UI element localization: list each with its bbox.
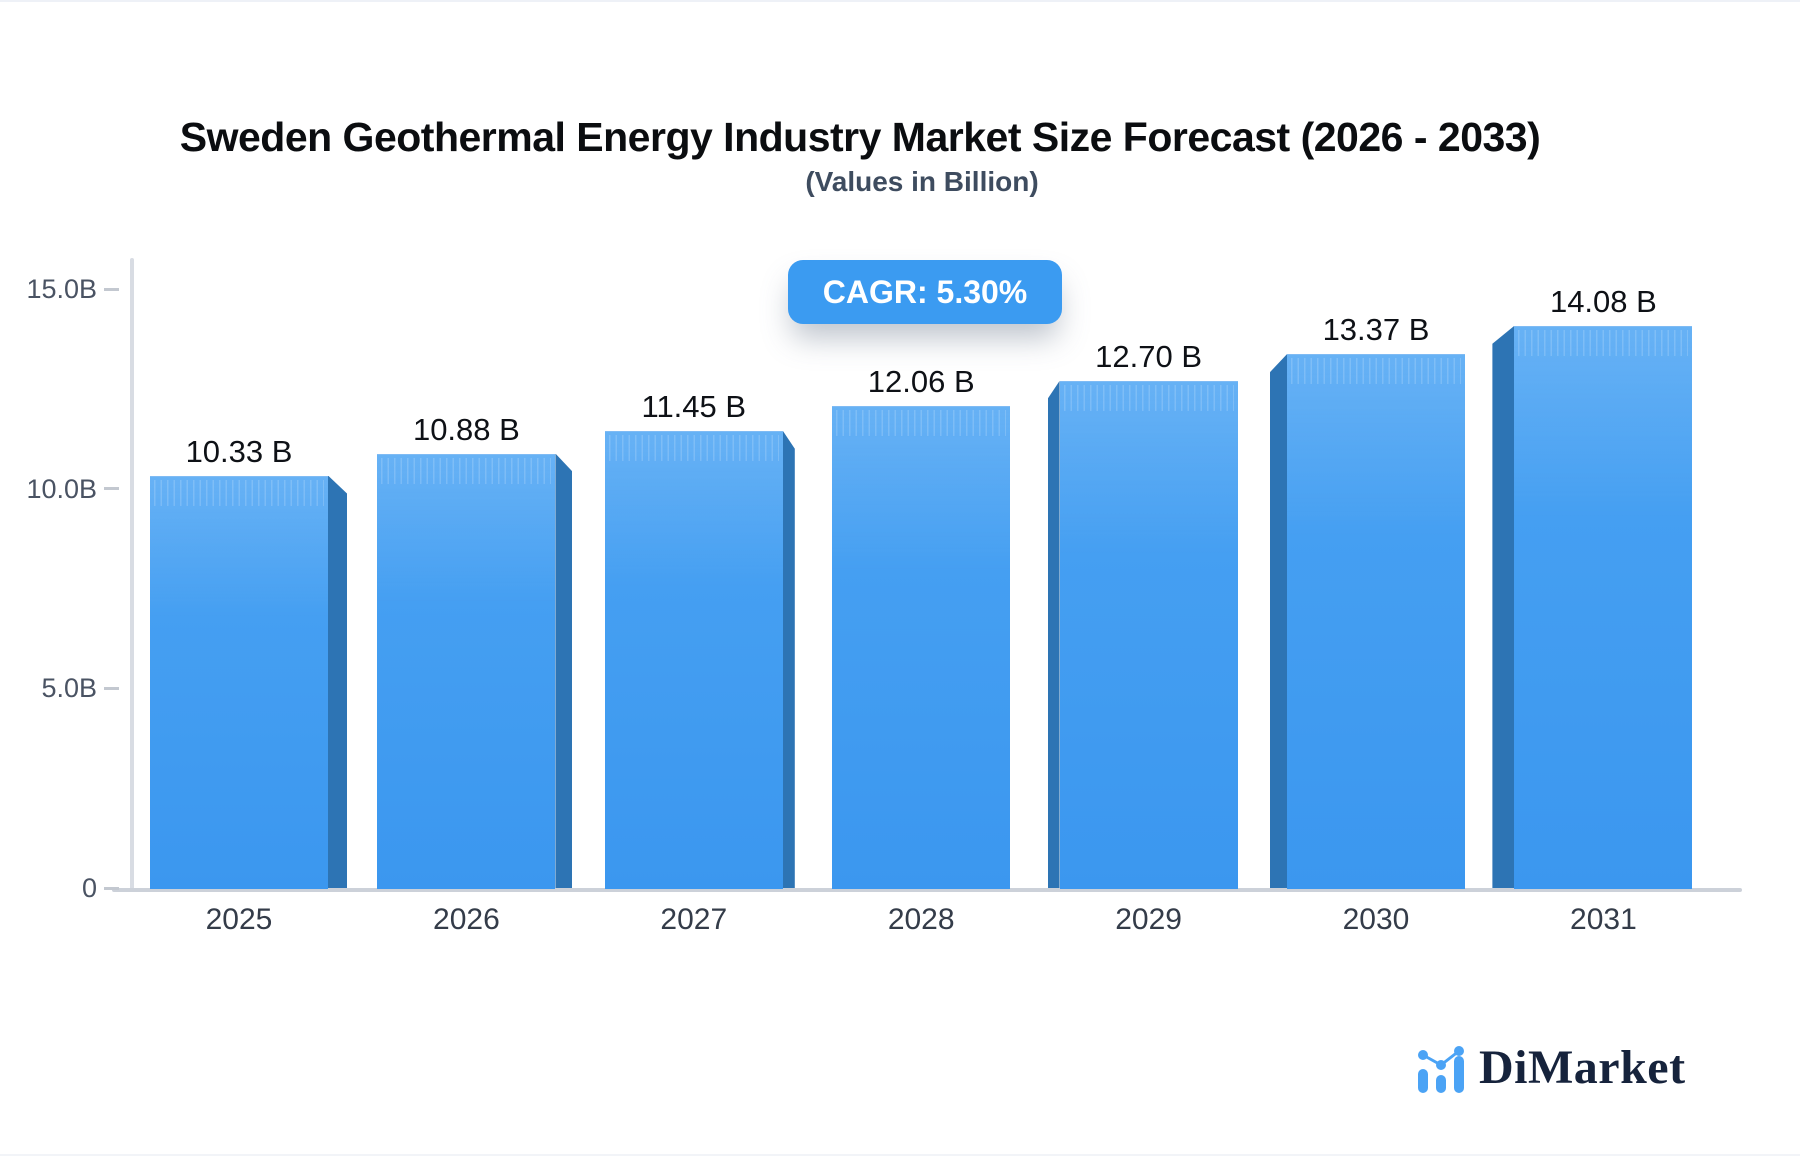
y-tick-label-15.0B: 15.0B bbox=[26, 274, 97, 305]
bar-value-label-2028: 12.06 B bbox=[867, 364, 975, 400]
bar-side-face-2026 bbox=[555, 453, 573, 888]
x-axis-label-2025: 2025 bbox=[205, 903, 273, 936]
y-tick-mark-5.0B bbox=[104, 686, 119, 690]
x-axis-label-2028: 2028 bbox=[887, 903, 955, 936]
x-axis-label-2031: 2031 bbox=[1570, 903, 1637, 936]
dimarket-logo: DiMarket bbox=[1416, 1040, 1686, 1095]
bar-value-label-2031: 14.08 B bbox=[1549, 283, 1657, 319]
bar-value-label-2026: 10.88 B bbox=[412, 411, 520, 447]
bar-value-label-2030: 13.37 B bbox=[1322, 312, 1430, 348]
chart-title: Sweden Geothermal Energy Industry Market… bbox=[179, 114, 1541, 160]
y-tick-mark-10.0B bbox=[104, 487, 119, 491]
bar-value-label-2029: 12.70 B bbox=[1095, 338, 1203, 374]
x-axis-baseline bbox=[112, 888, 1742, 892]
bar-side-face-2029 bbox=[1047, 380, 1060, 888]
bar-2030 bbox=[1287, 354, 1465, 889]
x-axis-label-2027: 2027 bbox=[660, 903, 728, 936]
bar-2029 bbox=[1059, 380, 1238, 889]
x-axis-label-2030: 2030 bbox=[1342, 903, 1410, 936]
y-axis-line bbox=[130, 258, 134, 892]
bar-side-face-2025 bbox=[328, 475, 347, 888]
bar-2026 bbox=[377, 453, 556, 889]
y-tick-mark-15.0B bbox=[104, 287, 119, 291]
x-axis-label-2026: 2026 bbox=[433, 903, 500, 936]
bar-side-face-2030 bbox=[1270, 354, 1287, 888]
bar-side-face-2027 bbox=[782, 430, 795, 888]
bar-2031 bbox=[1514, 325, 1693, 889]
x-axis-label-2029: 2029 bbox=[1115, 903, 1182, 936]
y-tick-label-10.0B: 10.0B bbox=[26, 473, 97, 504]
bar-side-face-2031 bbox=[1492, 325, 1515, 888]
bar-value-label-2027: 11.45 B bbox=[641, 388, 747, 424]
bar-2027 bbox=[604, 430, 783, 889]
dimarket-logo-text: DiMarket bbox=[1479, 1041, 1686, 1094]
bar-2028 bbox=[832, 406, 1011, 889]
cagr-badge: CAGR: 5.30% bbox=[788, 260, 1062, 324]
dimarket-logo-icon bbox=[1418, 1045, 1464, 1093]
y-tick-label-0: 0 bbox=[81, 873, 97, 903]
y-tick-mark-0 bbox=[104, 886, 119, 890]
bar-2025 bbox=[150, 475, 328, 889]
y-tick-label-5.0B: 5.0B bbox=[41, 673, 97, 704]
chart-subtitle: (Values in Billion) bbox=[805, 166, 1039, 197]
bar-value-label-2025: 10.33 B bbox=[185, 433, 293, 469]
